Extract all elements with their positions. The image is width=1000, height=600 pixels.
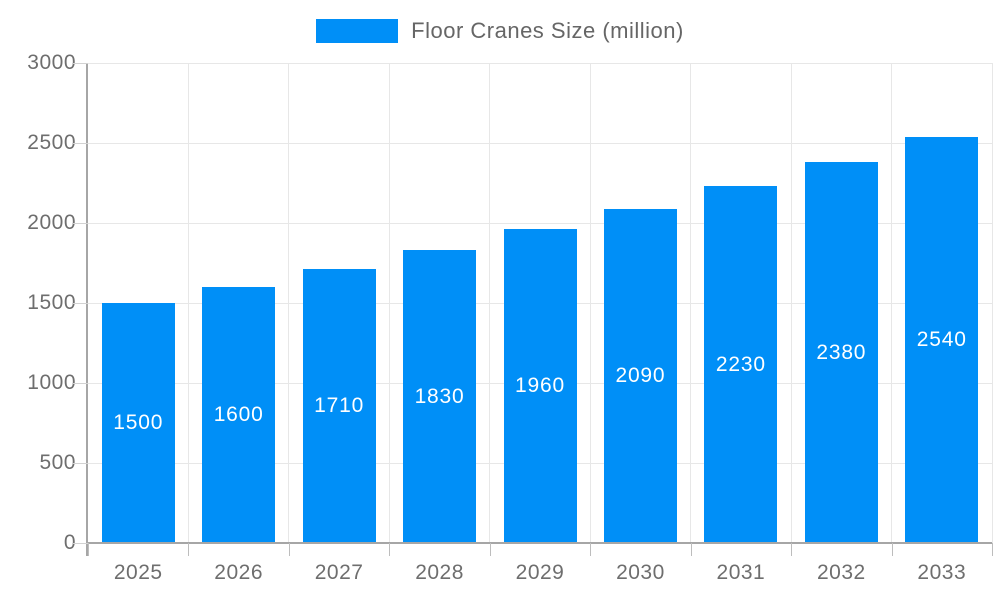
v-gridline: [790, 63, 792, 543]
y-axis-label: 1500: [27, 291, 76, 314]
y-axis-label: 3000: [27, 51, 76, 74]
x-tick: [288, 543, 290, 556]
bar-value-label: 1830: [414, 384, 465, 408]
plot-area: 1500 1600 1710 1830 1960 2090 2230 2380 2540: [88, 62, 993, 543]
x-tick: [891, 543, 893, 556]
x-axis-line: [86, 542, 992, 544]
y-tick: [72, 143, 88, 144]
bar: 1710: [302, 269, 376, 543]
y-axis-label: 0: [63, 531, 76, 554]
v-gridline: [690, 63, 692, 543]
x-tick: [188, 543, 190, 556]
x-axis-label: 2032: [816, 561, 866, 584]
x-axis-label: 2026: [214, 561, 264, 584]
h-gridline: [88, 142, 992, 144]
x-tick: [489, 543, 491, 556]
y-tick: [72, 383, 88, 384]
bar: 1500: [101, 303, 175, 543]
bar-value-label: 1960: [515, 374, 565, 398]
y-tick: [72, 543, 88, 544]
v-gridline: [388, 63, 390, 543]
chart-legend[interactable]: Floor Cranes Size (million): [0, 17, 1000, 45]
x-axis-label: 2033: [917, 561, 967, 584]
bar: 2540: [905, 136, 979, 543]
v-gridline: [288, 63, 290, 543]
bar-value-label: 2090: [615, 363, 666, 387]
x-tick: [389, 543, 391, 556]
x-tick: [88, 543, 89, 556]
bar-value-label: 2230: [715, 352, 766, 376]
h-gridline: [88, 62, 992, 64]
bar: 2090: [603, 208, 677, 543]
h-gridline: [88, 222, 992, 224]
bar-value-label: 1710: [314, 394, 365, 418]
y-tick: [72, 303, 88, 304]
bar: 1600: [202, 287, 276, 543]
x-axis-label: 2030: [616, 561, 665, 584]
bar-value-label: 1600: [213, 403, 264, 426]
y-axis-line: [86, 63, 88, 556]
bar: 1960: [503, 229, 577, 543]
x-axis-label: 2029: [515, 561, 565, 584]
y-tick: [72, 223, 88, 224]
x-axis-label: 2025: [113, 561, 163, 584]
y-axis-label: 2500: [27, 131, 76, 154]
bar: 2380: [804, 162, 878, 543]
bar-value-label: 2540: [916, 327, 967, 351]
x-axis-label: 2027: [314, 561, 364, 584]
legend-label: Floor Cranes Size (million): [411, 18, 684, 43]
y-axis-label: 2000: [27, 211, 76, 234]
legend-swatch-icon: [316, 19, 399, 43]
x-tick: [690, 543, 692, 556]
bar-value-label: 1500: [113, 411, 164, 434]
v-gridline: [589, 63, 591, 543]
y-tick: [72, 63, 88, 64]
bar-value-label: 2380: [816, 340, 867, 364]
bar: 2230: [704, 186, 778, 543]
x-axis-label: 2028: [415, 561, 464, 584]
v-gridline: [187, 63, 189, 543]
v-gridline: [991, 63, 993, 543]
y-axis-label: 1000: [27, 371, 76, 394]
v-gridline: [891, 63, 893, 543]
bar: 1830: [403, 250, 477, 543]
x-axis-label: 2031: [716, 561, 766, 584]
y-tick: [72, 463, 88, 464]
x-tick: [791, 543, 793, 556]
y-axis-label: 500: [39, 451, 76, 474]
v-gridline: [489, 63, 491, 543]
x-tick: [590, 543, 592, 556]
x-tick: [992, 543, 993, 556]
